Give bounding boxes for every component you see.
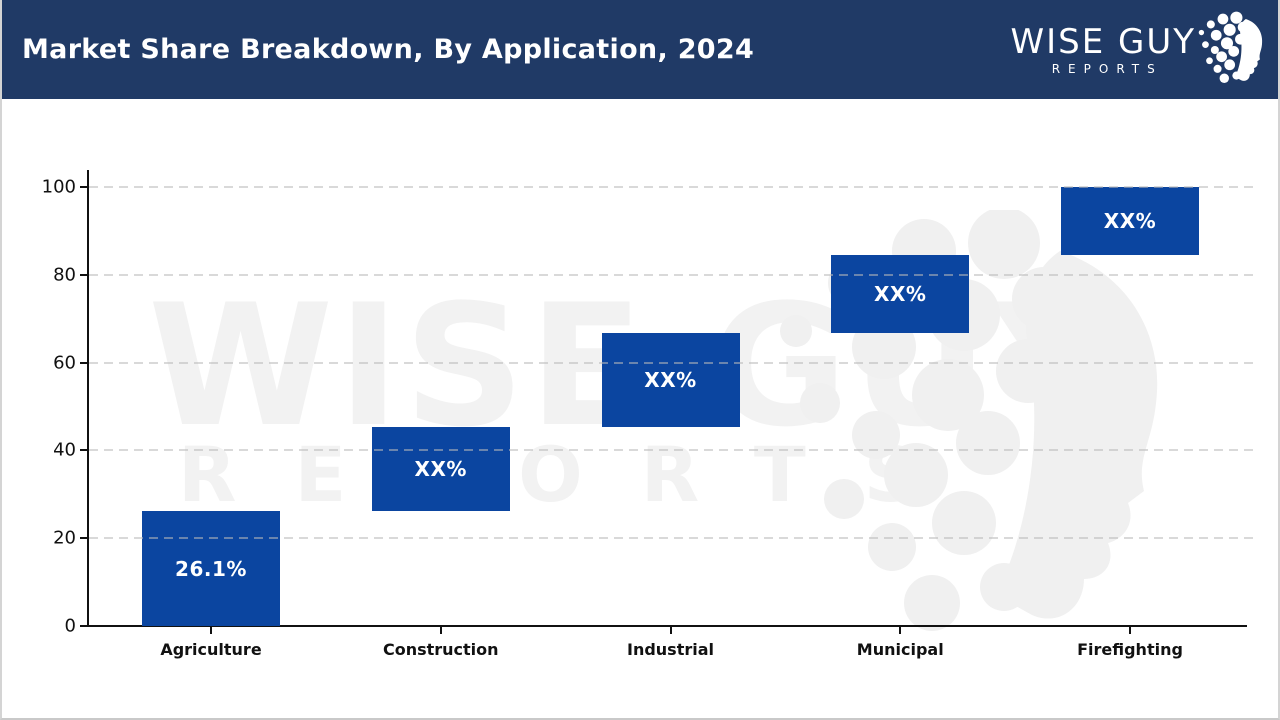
- gridline-y-20: [89, 537, 1253, 540]
- x-tick-mark: [899, 627, 902, 634]
- y-tick-label: 100: [41, 176, 76, 198]
- bar-industrial: XX%: [601, 333, 740, 428]
- gridline-y-100: [89, 186, 1253, 188]
- y-tick-mark: [80, 186, 87, 188]
- y-tick-mark: [80, 273, 87, 276]
- y-tick-mark: [80, 537, 87, 540]
- bar-construction: XX%: [371, 427, 510, 512]
- bar-firefighting: XX%: [1061, 187, 1199, 255]
- x-tick-mark: [1129, 627, 1131, 634]
- gridline-y-60: [89, 361, 1253, 364]
- bar-municipal: XX%: [831, 254, 970, 334]
- x-tick-mark: [439, 627, 442, 634]
- y-tick-mark: [80, 449, 87, 452]
- bar-agriculture: 26.1%: [142, 511, 280, 626]
- x-tick-label-municipal: Municipal: [856, 640, 944, 659]
- y-tick-label: 80: [53, 264, 76, 286]
- header-bar: Market Share Breakdown, By Application, …: [0, 0, 1280, 99]
- bar-value-label: 26.1%: [175, 556, 247, 581]
- x-tick-label-construction: Construction: [382, 640, 499, 659]
- y-tick-label: 20: [53, 527, 76, 549]
- x-tick-label-firefighting: Firefighting: [1077, 640, 1183, 659]
- y-tick-label: 40: [53, 439, 76, 461]
- wise-guy-logo-face-icon: [1198, 11, 1263, 83]
- y-tick-mark: [80, 361, 87, 364]
- y-tick-mark: [80, 625, 87, 627]
- y-tick-label: 60: [53, 352, 76, 374]
- x-tick-label-industrial: Industrial: [626, 640, 715, 659]
- bar-value-label: XX%: [874, 281, 927, 306]
- x-tick-label-agriculture: Agriculture: [160, 640, 262, 659]
- y-tick-label: 0: [64, 615, 76, 637]
- x-axis-line: [87, 625, 1247, 627]
- gridline-y-40: [89, 449, 1253, 452]
- wise-guy-logo: WISE GUY REPORTS: [1010, 10, 1280, 90]
- watermark-reports-text: REPORTS: [178, 430, 977, 519]
- logo-reports-text: REPORTS: [1051, 61, 1163, 76]
- wise-guy-logo-text: WISE GUY REPORTS: [1010, 25, 1196, 75]
- gridline-y-80: [89, 273, 1253, 276]
- bar-value-label: XX%: [644, 368, 697, 393]
- bar-value-label: XX%: [1103, 208, 1157, 233]
- x-tick-mark: [669, 627, 672, 634]
- logo-wordmark: WISE GUY: [1010, 21, 1196, 62]
- y-axis-line: [87, 170, 89, 627]
- chart-title: Market Share Breakdown, By Application, …: [22, 34, 755, 65]
- watermark-face-icon: [780, 210, 1158, 631]
- x-tick-mark: [210, 627, 212, 634]
- bar-value-label: XX%: [414, 457, 467, 482]
